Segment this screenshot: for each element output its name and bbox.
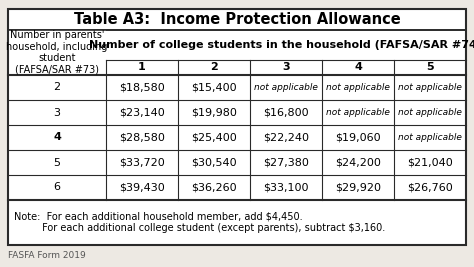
Bar: [8, 9, 466, 245]
Text: not applicable: not applicable: [398, 133, 462, 142]
Text: $21,040: $21,040: [407, 158, 453, 167]
Text: $26,760: $26,760: [407, 183, 453, 193]
Text: 5: 5: [54, 158, 61, 167]
Text: not applicable: not applicable: [326, 108, 390, 117]
Text: $19,060: $19,060: [335, 132, 381, 143]
Text: 2: 2: [54, 83, 61, 92]
Text: Number in parents'
household, including
student
(FAFSA/SAR #73): Number in parents' household, including …: [6, 30, 108, 75]
Text: Number of college students in the household (FAFSA/SAR #74): Number of college students in the househ…: [90, 40, 474, 50]
Text: 4: 4: [53, 132, 61, 143]
Text: $18,580: $18,580: [119, 83, 165, 92]
Text: $36,260: $36,260: [191, 183, 237, 193]
Bar: [8, 9, 466, 30]
Text: $22,240: $22,240: [263, 132, 309, 143]
Text: $39,430: $39,430: [119, 183, 165, 193]
Text: $29,920: $29,920: [335, 183, 381, 193]
Text: 2: 2: [210, 62, 218, 73]
Text: 1: 1: [138, 62, 146, 73]
Text: 5: 5: [426, 62, 434, 73]
Text: $30,540: $30,540: [191, 158, 237, 167]
Text: not applicable: not applicable: [398, 108, 462, 117]
Text: not applicable: not applicable: [398, 83, 462, 92]
Text: not applicable: not applicable: [254, 83, 318, 92]
Bar: [8, 9, 466, 245]
Text: $33,720: $33,720: [119, 158, 165, 167]
Text: $24,200: $24,200: [335, 158, 381, 167]
Text: not applicable: not applicable: [326, 83, 390, 92]
Text: Table A3:  Income Protection Allowance: Table A3: Income Protection Allowance: [73, 12, 401, 27]
Text: $25,400: $25,400: [191, 132, 237, 143]
Text: 3: 3: [282, 62, 290, 73]
Text: $27,380: $27,380: [263, 158, 309, 167]
Text: $19,980: $19,980: [191, 108, 237, 117]
Text: $28,580: $28,580: [119, 132, 165, 143]
Text: 4: 4: [354, 62, 362, 73]
Text: 6: 6: [54, 183, 61, 193]
Text: 3: 3: [54, 108, 61, 117]
Text: $33,100: $33,100: [263, 183, 309, 193]
Text: $16,800: $16,800: [263, 108, 309, 117]
Text: $15,400: $15,400: [191, 83, 237, 92]
Text: Note:  For each additional household member, add $4,450.
         For each addit: Note: For each additional household memb…: [14, 212, 385, 233]
Text: $23,140: $23,140: [119, 108, 165, 117]
Bar: [8, 30, 106, 75]
Text: FASFA Form 2019: FASFA Form 2019: [8, 250, 86, 260]
